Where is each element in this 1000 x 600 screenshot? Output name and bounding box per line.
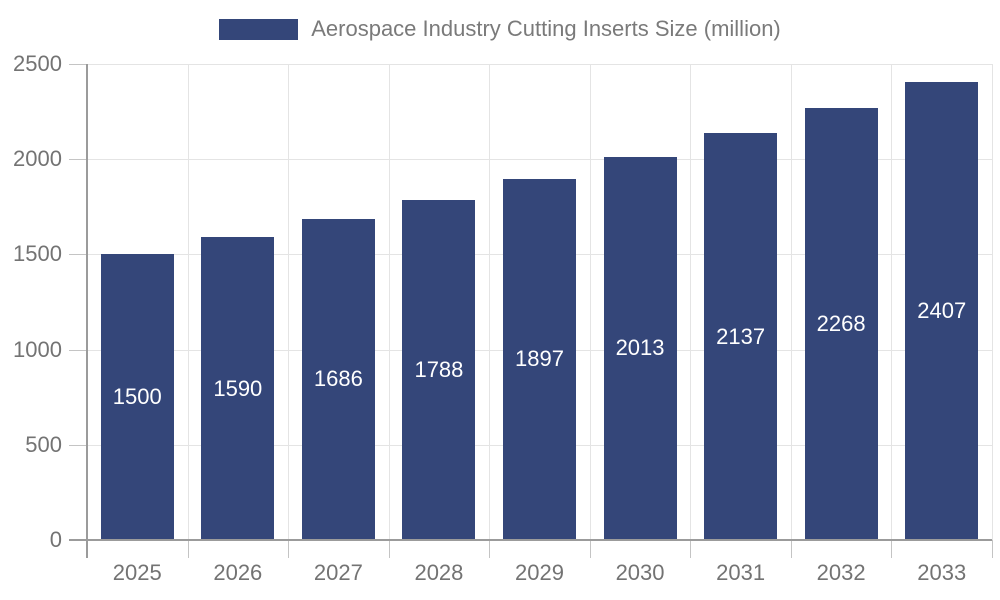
y-tick-label: 500 [25, 431, 62, 457]
bar-value-label: 2268 [816, 311, 866, 337]
x-axis-tick [187, 540, 189, 558]
x-axis-tick [388, 540, 390, 558]
bar: 2137 [704, 133, 778, 540]
y-axis-line [86, 64, 88, 558]
gridline-vertical [790, 64, 792, 540]
x-axis-line [69, 539, 992, 541]
x-axis-tick [489, 540, 491, 558]
bar-value-label: 1500 [112, 384, 162, 410]
gridline-vertical [288, 64, 290, 540]
y-tick-label: 2000 [13, 146, 62, 172]
x-tick-label: 2029 [515, 560, 564, 585]
x-tick-label: 2026 [213, 560, 263, 585]
bar-value-label: 1686 [313, 366, 363, 392]
gridline-horizontal [87, 159, 992, 161]
bar: 1590 [201, 237, 275, 540]
legend-label: Aerospace Industry Cutting Inserts Size … [311, 16, 781, 41]
bar: 1897 [503, 178, 576, 540]
y-tick-label: 1500 [13, 241, 62, 267]
bar-value-label: 2013 [615, 335, 665, 361]
gridline-vertical [891, 64, 893, 540]
x-axis-tick [992, 540, 993, 558]
x-tick-label: 2033 [917, 560, 967, 585]
gridline-vertical [489, 64, 491, 540]
y-axis-tick [69, 64, 87, 65]
gridline-vertical [992, 64, 993, 540]
x-axis-tick [589, 540, 591, 558]
gridline-vertical [187, 64, 189, 540]
x-tick-label: 2028 [414, 560, 464, 585]
gridline-horizontal [87, 64, 992, 65]
bar: 2407 [905, 81, 979, 540]
y-tick-label: 2500 [13, 51, 62, 76]
bar: 1500 [100, 254, 174, 540]
bar: 1686 [301, 218, 375, 540]
gridline-vertical [388, 64, 390, 540]
y-axis-tick [69, 254, 87, 256]
bar-value-label: 1788 [414, 356, 464, 382]
bar: 2268 [804, 108, 878, 540]
bar-value-label: 1897 [515, 346, 564, 372]
gridline-vertical [589, 64, 591, 540]
x-tick-label: 2025 [112, 560, 162, 585]
x-tick-label: 2027 [313, 560, 363, 585]
x-axis-tick [288, 540, 290, 558]
legend-swatch [219, 18, 299, 40]
y-tick-label: 0 [49, 527, 62, 552]
x-axis-tick [690, 540, 692, 558]
x-tick-label: 2032 [816, 560, 866, 585]
bar-value-label: 2137 [716, 323, 766, 349]
gridline-vertical [690, 64, 692, 540]
y-axis-tick [69, 444, 87, 446]
x-tick-label: 2030 [615, 560, 665, 585]
y-axis-tick [69, 349, 87, 351]
bar: 2013 [603, 156, 677, 540]
bar: 1788 [402, 199, 476, 540]
legend: Aerospace Industry Cutting Inserts Size … [0, 16, 1000, 42]
y-axis-tick [69, 159, 87, 161]
bar-value-label: 1590 [213, 375, 263, 401]
x-axis-tick [891, 540, 893, 558]
x-axis-tick [790, 540, 792, 558]
x-tick-label: 2031 [716, 560, 766, 585]
bar-value-label: 2407 [917, 297, 967, 323]
y-tick-label: 1000 [13, 336, 62, 362]
